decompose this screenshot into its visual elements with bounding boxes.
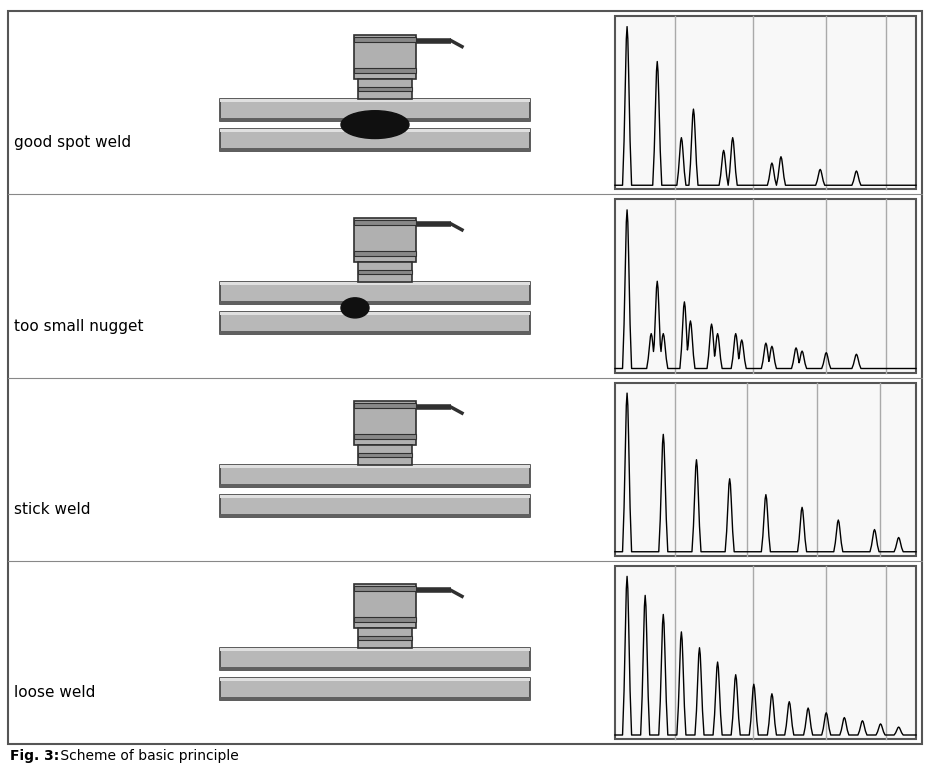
Bar bbox=[615, 383, 916, 556]
Bar bbox=[220, 118, 530, 120]
Bar bbox=[354, 220, 416, 225]
Bar bbox=[220, 312, 530, 315]
Ellipse shape bbox=[341, 111, 409, 138]
Text: stick weld: stick weld bbox=[14, 502, 90, 517]
Bar bbox=[354, 434, 416, 439]
Bar bbox=[220, 678, 530, 701]
Text: good spot weld: good spot weld bbox=[14, 136, 131, 151]
Bar bbox=[220, 649, 530, 651]
Bar bbox=[358, 636, 412, 640]
Bar bbox=[220, 99, 530, 120]
Bar bbox=[220, 465, 530, 487]
Bar bbox=[220, 147, 530, 151]
Bar bbox=[220, 99, 530, 102]
Bar bbox=[354, 68, 416, 73]
Bar bbox=[220, 667, 530, 670]
Bar bbox=[354, 36, 416, 42]
Bar bbox=[220, 698, 530, 701]
Bar bbox=[358, 87, 412, 91]
Bar bbox=[354, 403, 416, 408]
Text: Fig. 3:: Fig. 3: bbox=[10, 749, 60, 763]
Bar bbox=[358, 453, 412, 457]
Bar bbox=[358, 78, 412, 99]
Bar bbox=[358, 629, 412, 649]
Bar bbox=[220, 331, 530, 334]
Bar bbox=[220, 301, 530, 304]
Bar bbox=[220, 495, 530, 517]
Text: too small nugget: too small nugget bbox=[14, 319, 143, 334]
Bar bbox=[354, 587, 416, 591]
Bar bbox=[220, 484, 530, 487]
Ellipse shape bbox=[341, 298, 369, 318]
Bar bbox=[220, 282, 530, 285]
Bar bbox=[358, 445, 412, 465]
Bar bbox=[220, 678, 530, 681]
Bar bbox=[615, 199, 916, 372]
Bar bbox=[220, 282, 530, 304]
Bar bbox=[358, 262, 412, 282]
Bar bbox=[615, 566, 916, 739]
Text: loose weld: loose weld bbox=[14, 685, 96, 700]
Bar bbox=[354, 401, 416, 445]
Bar bbox=[220, 495, 530, 498]
Bar bbox=[354, 35, 416, 78]
Text: Scheme of basic principle: Scheme of basic principle bbox=[56, 749, 239, 763]
Bar bbox=[220, 649, 530, 670]
Bar bbox=[220, 129, 530, 151]
Bar bbox=[354, 251, 416, 256]
Bar bbox=[354, 618, 416, 622]
Bar bbox=[220, 465, 530, 468]
Bar bbox=[220, 129, 530, 132]
Bar bbox=[615, 16, 916, 189]
Bar bbox=[220, 312, 530, 334]
Bar bbox=[220, 514, 530, 517]
Bar bbox=[358, 270, 412, 274]
Bar bbox=[354, 584, 416, 629]
Bar bbox=[354, 218, 416, 262]
